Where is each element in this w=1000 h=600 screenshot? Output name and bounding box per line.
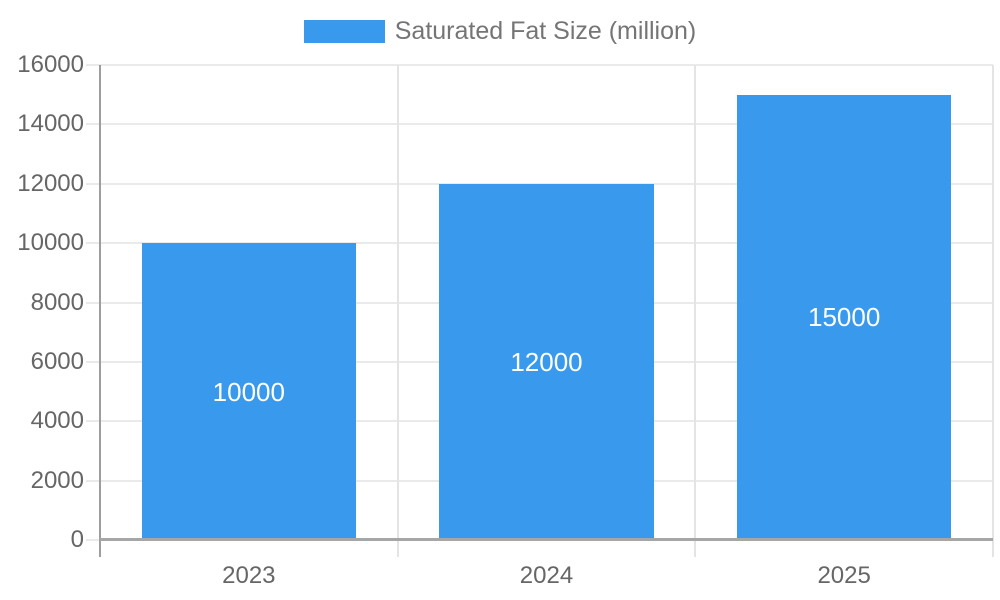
x-axis-tick-label: 2025 xyxy=(817,562,871,589)
x-axis-baseline xyxy=(100,538,993,541)
y-axis-tick-label: 8000 xyxy=(30,288,84,316)
y-axis-tick-label: 10000 xyxy=(17,229,84,257)
y-axis-line xyxy=(99,65,101,557)
y-axis-tick-label: 6000 xyxy=(30,347,84,375)
y-axis-tick-label: 16000 xyxy=(17,51,84,78)
x-axis: 2023 2024 2025 xyxy=(100,560,993,590)
y-axis: 0 2000 4000 6000 8000 10000 12000 14000 16000 xyxy=(0,51,84,553)
y-axis-tick-label: 2000 xyxy=(30,466,84,494)
chart-legend: Saturated Fat Size (million) xyxy=(0,17,1000,46)
x-axis-tick-label: 2023 xyxy=(222,562,276,589)
legend-item[interactable]: Saturated Fat Size (million) xyxy=(303,17,697,46)
category-separator-line xyxy=(396,65,399,557)
legend-swatch-icon xyxy=(303,20,385,43)
category-separator-line xyxy=(694,65,697,557)
y-axis-tick-label: 4000 xyxy=(30,407,84,435)
legend-label: Saturated Fat Size (million) xyxy=(394,17,697,45)
y-axis-tick-label: 14000 xyxy=(17,110,84,138)
y-axis-tick-label: 12000 xyxy=(17,169,84,197)
category-separator-line xyxy=(992,65,994,557)
chart-bar[interactable] xyxy=(737,94,952,540)
y-axis-tick-label: 0 xyxy=(70,526,84,553)
gridline xyxy=(86,123,993,126)
chart-bar[interactable] xyxy=(141,243,356,540)
plot-area: 10000 12000 15000 xyxy=(86,64,994,557)
chart-bar[interactable] xyxy=(439,183,654,540)
x-axis-tick-label: 2024 xyxy=(519,562,574,589)
gridline xyxy=(86,64,993,66)
